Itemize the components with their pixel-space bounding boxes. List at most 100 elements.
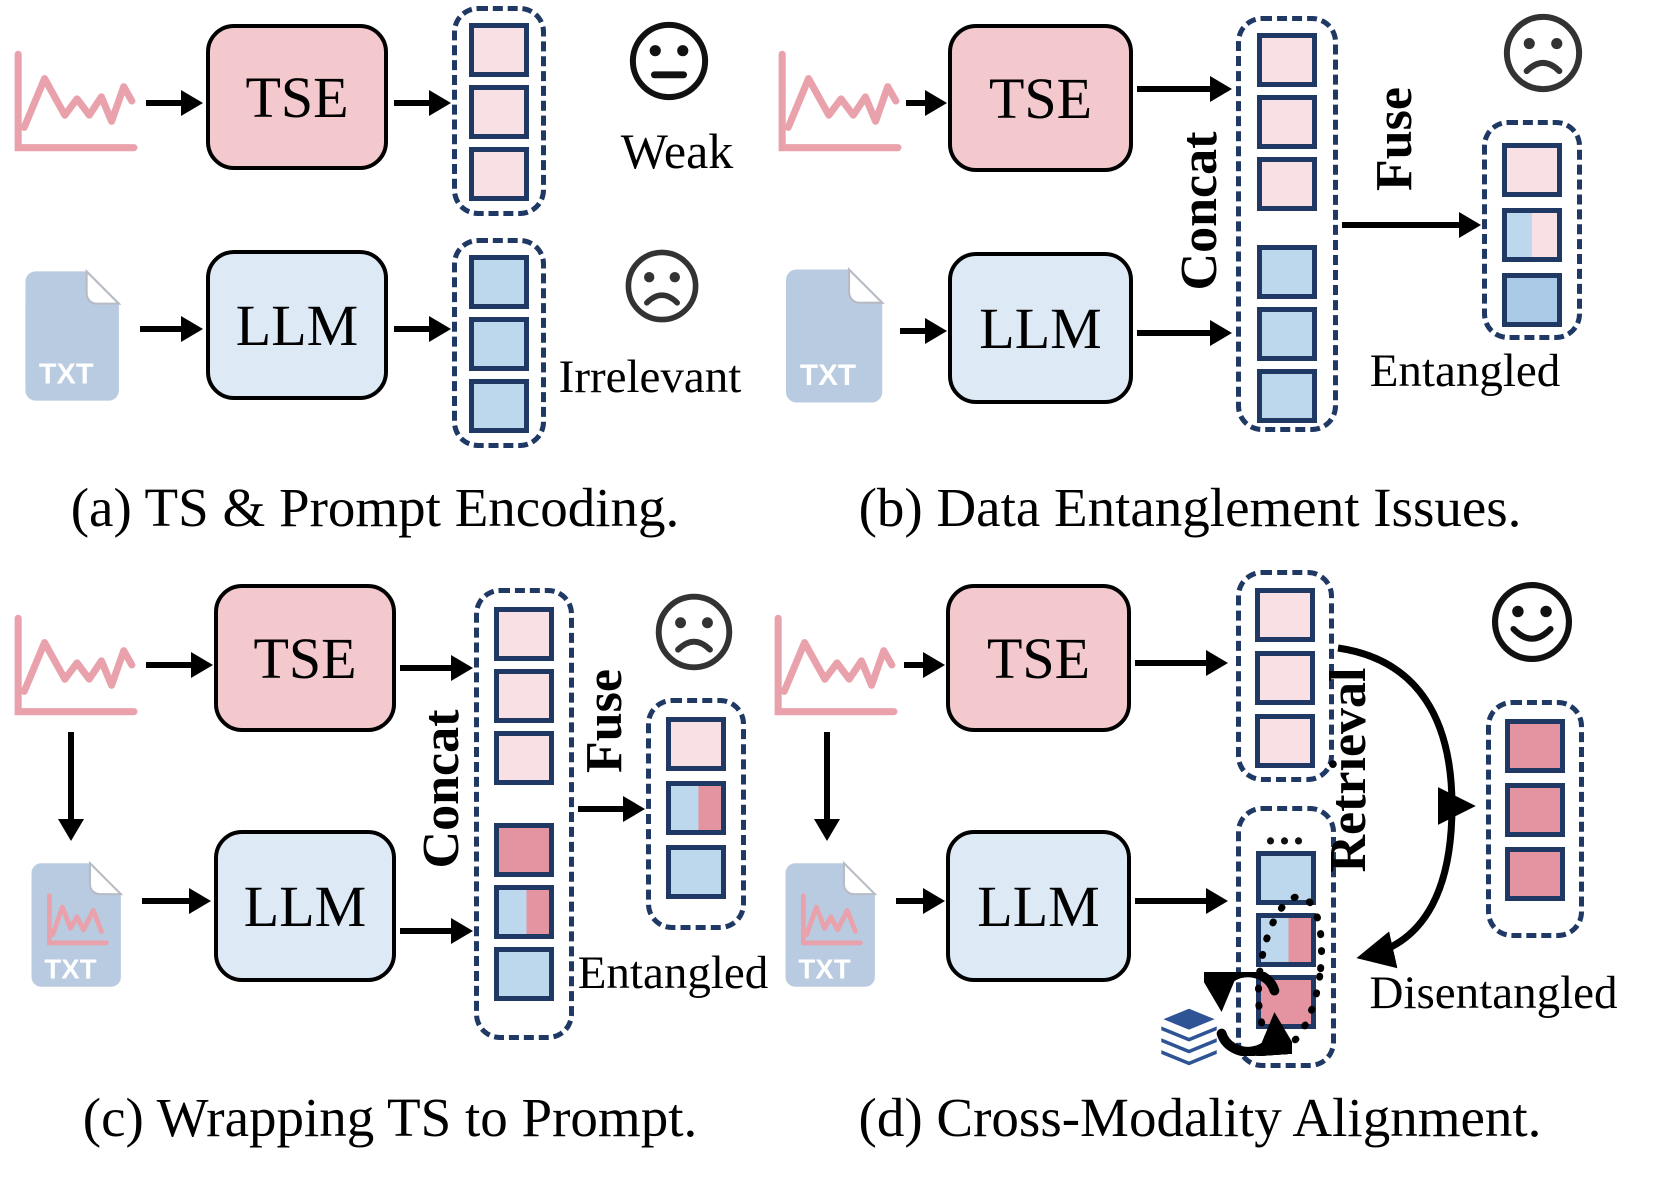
txt-label: TXT [44,954,96,985]
caption-a: (a) TS & Prompt Encoding. [70,477,680,538]
sad-face-icon [1503,13,1583,93]
embedding-square-pink [1255,588,1315,642]
llm-label: LLM [977,873,1100,939]
embedding-square-blue [1257,369,1317,423]
tse-label: TSE [986,625,1091,691]
llm-label: LLM [235,292,359,358]
ts-embedding-column [1236,570,1334,782]
tse-label: TSE [245,64,349,130]
txt-file-with-chart-icon: TXT [31,860,124,987]
retrieval-label: Retrieval [1320,667,1377,873]
embedding-square-blue [494,947,554,1001]
aligned-square-rose [1505,719,1565,773]
concat-label: Concat [413,709,470,869]
arrow [1137,320,1232,346]
concat-label: Concat [1171,131,1228,291]
fuse-label: Fuse [576,669,633,773]
ts-embedding-column [452,6,546,216]
arrow [906,90,947,116]
fused-square-pink [1502,143,1562,197]
txt-label: TXT [800,359,856,392]
books-icon [1156,1005,1222,1069]
embedding-square-mixed [494,885,554,939]
fuse-label: Fuse [1366,87,1423,191]
arrow-down [58,732,84,841]
arrow [904,652,945,678]
embedding-square-blue [1257,307,1317,361]
text-embedding-column [452,238,546,448]
arrow-down [814,732,840,841]
embedding-square-pink [1257,157,1317,211]
neutral-face-icon [629,21,709,101]
arrow [400,918,473,944]
arrow [1342,212,1481,238]
arrow [400,655,473,681]
ellipsis: ... [1265,805,1307,854]
arrow [1135,888,1228,914]
tse-label: TSE [253,625,357,691]
embedding-square-blue [469,255,529,309]
llm-label: LLM [979,295,1102,361]
time-series-icon [14,614,138,716]
aligned-square-rose [1505,847,1565,901]
embedding-square-pink [494,731,554,785]
time-series-icon [778,50,902,152]
arrow [1137,76,1232,102]
embedding-square-blue [1257,245,1317,299]
fused-column [1482,120,1582,340]
embedding-square-pink [1255,714,1315,768]
txt-file-icon: TXT [786,266,885,403]
assessment-irrelevant: Irrelevant [558,351,742,403]
fused-square-blue [666,845,726,899]
fused-square-blue [1502,273,1562,327]
llm-block: LLM [948,252,1133,404]
time-series-icon [14,50,138,152]
concat-column [1236,16,1338,432]
embedding-square-pink [494,669,554,723]
tse-block: TSE [946,584,1131,732]
embedding-square-rose [494,823,554,877]
time-series-icon [774,614,898,716]
embedding-square-pink [1257,95,1317,149]
arrow [896,888,945,914]
txt-file-icon: TXT [25,268,122,401]
cycle-arrows-icon [1204,972,1292,1056]
tse-label: TSE [988,65,1093,131]
arrow [146,652,213,678]
aligned-column [1486,700,1584,938]
embedding-square-pink [494,607,554,661]
arrow [578,796,645,822]
arrow [146,90,203,116]
llm-block: LLM [946,830,1131,982]
embedding-square-blue [1256,851,1316,905]
fused-square-mixed [1502,208,1562,262]
embedding-square-pink [1257,33,1317,87]
assessment-disentangled: Disentangled [1369,967,1618,1019]
arrow [1135,650,1228,676]
sad-face-icon [655,593,733,671]
caption-b: (b) Data Entanglement Issues. [858,477,1522,538]
tse-block: TSE [948,24,1133,172]
arrow [900,318,947,344]
llm-label: LLM [243,873,367,939]
tse-block: TSE [206,24,388,170]
embedding-square-pink [469,23,529,77]
llm-block: LLM [214,830,396,982]
concat-column [474,588,574,1040]
embedding-square-blue [469,379,529,433]
embedding-square-pink [469,147,529,201]
arrow [394,90,451,116]
aligned-square-rose [1505,783,1565,837]
fused-square-mixed [666,781,726,835]
caption-d: (d) Cross-Modality Alignment. [858,1087,1542,1148]
txt-label: TXT [798,954,850,985]
arrow [140,316,203,342]
arrow [142,888,211,914]
arrow [394,316,451,342]
llm-block: LLM [206,250,388,400]
embedding-square-pink [1255,651,1315,705]
fused-column [646,698,746,930]
assessment-entangled: Entangled [577,947,769,999]
caption-c: (c) Wrapping TS to Prompt. [82,1087,698,1148]
